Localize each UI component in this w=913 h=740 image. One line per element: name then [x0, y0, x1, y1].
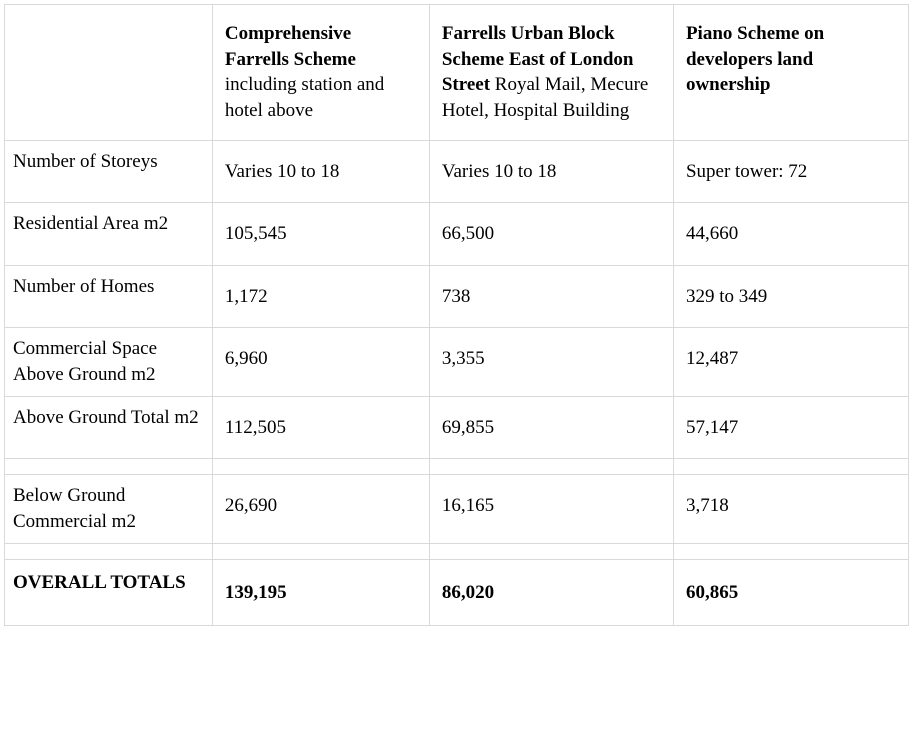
table-row: Above Ground Total m2 112,505 69,855 57,… — [5, 396, 909, 459]
row-label: Number of Homes — [5, 265, 213, 328]
header-scheme-1-title: Comprehensive Farrells Scheme — [225, 23, 356, 70]
row-value: 12,487 — [673, 328, 908, 396]
row-value: Varies 10 to 18 — [212, 140, 429, 203]
row-value: Varies 10 to 18 — [429, 140, 673, 203]
table-row: Number of Storeys Varies 10 to 18 Varies… — [5, 140, 909, 203]
table-header-row: Comprehensive Farrells Scheme including … — [5, 5, 909, 141]
header-empty — [5, 5, 213, 141]
row-value: 66,500 — [429, 203, 673, 266]
row-label: Commercial Space Above Ground m2 — [5, 328, 213, 396]
table-row: Number of Homes 1,172 738 329 to 349 — [5, 265, 909, 328]
table-row: Commercial Space Above Ground m2 6,960 3… — [5, 328, 909, 396]
table-row: Residential Area m2 105,545 66,500 44,66… — [5, 203, 909, 266]
row-value: 329 to 349 — [673, 265, 908, 328]
table-row: Below Ground Commercial m2 26,690 16,165… — [5, 475, 909, 543]
row-label: Residential Area m2 — [5, 203, 213, 266]
row-value: 105,545 — [212, 203, 429, 266]
row-value: 3,718 — [673, 475, 908, 543]
header-scheme-3-title: Piano Scheme on developers land ownershi… — [686, 23, 824, 95]
row-label: Number of Storeys — [5, 140, 213, 203]
table-spacer-row — [5, 543, 909, 559]
comparison-table-container: Comprehensive Farrells Scheme including … — [0, 0, 913, 630]
totals-value: 139,195 — [212, 559, 429, 626]
header-scheme-1: Comprehensive Farrells Scheme including … — [212, 5, 429, 141]
row-label: Above Ground Total m2 — [5, 396, 213, 459]
row-value: 16,165 — [429, 475, 673, 543]
row-value: 1,172 — [212, 265, 429, 328]
totals-label: OVERALL TOTALS — [5, 559, 213, 626]
row-label: Below Ground Commercial m2 — [5, 475, 213, 543]
row-value: 57,147 — [673, 396, 908, 459]
totals-value: 86,020 — [429, 559, 673, 626]
row-value: 3,355 — [429, 328, 673, 396]
row-value: Super tower: 72 — [673, 140, 908, 203]
totals-value: 60,865 — [673, 559, 908, 626]
header-scheme-3: Piano Scheme on developers land ownershi… — [673, 5, 908, 141]
row-value: 69,855 — [429, 396, 673, 459]
header-scheme-1-sub: including station and hotel above — [225, 74, 384, 121]
row-value: 6,960 — [212, 328, 429, 396]
header-scheme-2: Farrells Urban Block Scheme East of Lond… — [429, 5, 673, 141]
row-value: 44,660 — [673, 203, 908, 266]
comparison-table: Comprehensive Farrells Scheme including … — [4, 4, 909, 626]
row-value: 738 — [429, 265, 673, 328]
table-totals-row: OVERALL TOTALS 139,195 86,020 60,865 — [5, 559, 909, 626]
row-value: 26,690 — [212, 475, 429, 543]
table-spacer-row — [5, 459, 909, 475]
row-value: 112,505 — [212, 396, 429, 459]
